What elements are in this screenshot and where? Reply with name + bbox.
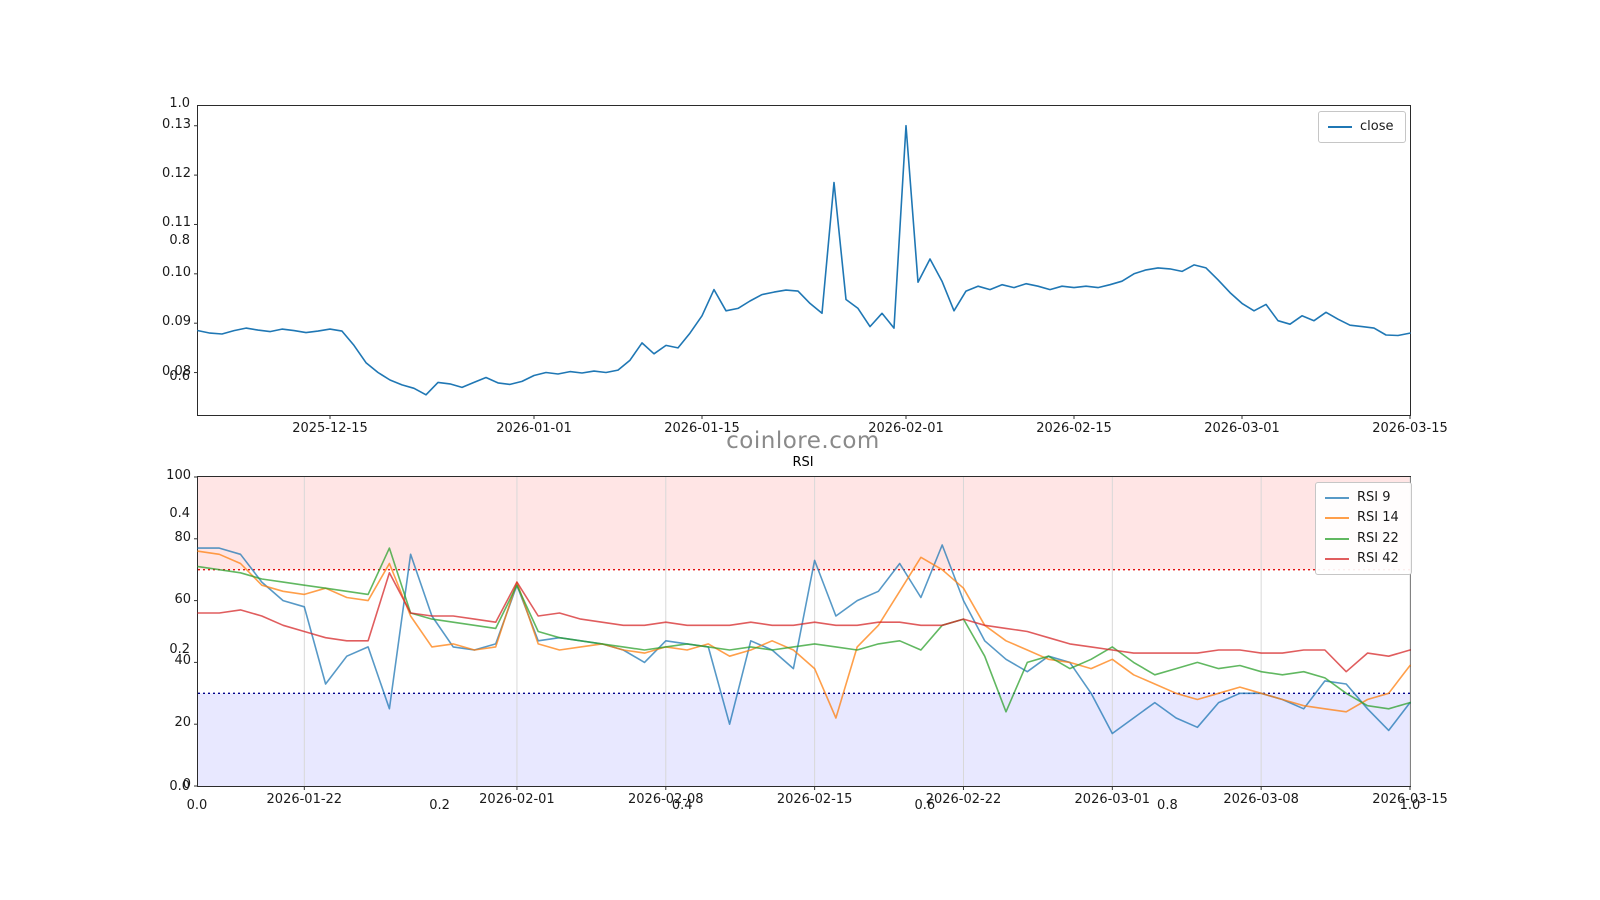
legend-label: RSI 22: [1357, 530, 1399, 546]
y-tick-label: 60: [174, 591, 191, 607]
x-tick-label: 2026-02-22: [925, 792, 1002, 807]
legend-label: RSI 9: [1357, 490, 1391, 505]
legend-swatch-close: [1328, 126, 1352, 129]
x-tick-label: 2026-01-15: [664, 421, 740, 436]
twin-y-tick-label: 1.0: [169, 96, 190, 111]
price-chart: 2025-12-15 2026-01-01 2026-01-15 2026-02-01…: [162, 105, 1448, 436]
y-tick-label: 0.11: [162, 215, 191, 231]
legend-label: RSI 14: [1357, 510, 1399, 526]
rsi-series-rsi-9: [197, 544, 1411, 735]
price-legend: close: [1318, 111, 1407, 144]
x-tick-label: 2026-01-22: [266, 792, 343, 807]
rsi-band-oversold: [198, 693, 1410, 786]
watermark: coinlore.com: [726, 428, 880, 454]
y-tick-label: 0.09: [162, 314, 191, 330]
x-tick-label: 2026-03-15: [1372, 792, 1448, 807]
rsi-chart: 2026-01-22 2026-02-01 2026-02-08 2026-02-15…: [166, 468, 1448, 807]
x-tick-label: 2026-03-01: [1204, 421, 1280, 436]
rsi-series-rsi-42: [197, 572, 1411, 673]
rsi-series-rsi-22: [197, 547, 1411, 713]
legend-item-close: close: [1328, 117, 1393, 137]
x-tick-label: 2026-03-15: [1372, 421, 1448, 436]
x-tick-label: 2026-03-08: [1223, 792, 1299, 807]
x-tick-label: 2026-02-15: [776, 792, 853, 807]
y-tick-label: 0.13: [162, 116, 191, 132]
legend-label: close: [1360, 119, 1394, 134]
legend-item-rsi-9: RSI 9: [1325, 488, 1399, 508]
rsi-legend: RSI 9 RSI 14 RSI 22 RSI 42: [1315, 482, 1412, 575]
rsi-band-overbought: [198, 477, 1410, 570]
y-tick-label: 100: [166, 468, 191, 483]
legend-swatch-rsi-9: [1325, 497, 1349, 500]
x-tick-label: 2026-02-08: [628, 792, 704, 807]
x-tick-label: 2026-02-01: [868, 421, 944, 436]
legend-swatch-rsi-22: [1325, 537, 1349, 540]
legend-item-rsi-22: RSI 22: [1325, 529, 1399, 549]
y-tick-label: 20: [174, 715, 191, 731]
twin-y-tick-label: 0.8: [169, 232, 190, 248]
twin-x-tick-label: 0.0: [186, 798, 208, 813]
rsi-chart-title: RSI: [792, 455, 814, 470]
y-tick-label: 40: [174, 653, 191, 669]
x-tick-label: 2026-02-01: [479, 792, 555, 807]
y-tick-label: 0.08: [162, 363, 191, 379]
y-tick-label: 0.12: [162, 166, 191, 182]
legend-item-rsi-14: RSI 14: [1325, 508, 1399, 528]
price-plot-area: [194, 124, 1411, 419]
x-tick-label: 2026-02-15: [1036, 421, 1112, 436]
price-series-close: [197, 124, 1411, 396]
legend-item-rsi-42: RSI 42: [1325, 549, 1399, 569]
x-tick-label: 2026-01-01: [496, 421, 572, 436]
y-tick-label: 0.10: [162, 264, 191, 280]
rsi-series-rsi-14: [197, 550, 1411, 719]
legend-label: RSI 42: [1357, 550, 1399, 566]
y-tick-label: 80: [174, 529, 191, 545]
x-tick-label: 2025-12-15: [292, 421, 368, 436]
twin-y-tick-label: 0.4: [169, 505, 190, 521]
rsi-plot-area: [194, 476, 1411, 790]
legend-swatch-rsi-14: [1325, 517, 1349, 520]
x-tick-label: 2026-03-01: [1074, 792, 1151, 807]
legend-swatch-rsi-42: [1325, 557, 1349, 560]
y-tick-label: 0: [182, 777, 191, 792]
